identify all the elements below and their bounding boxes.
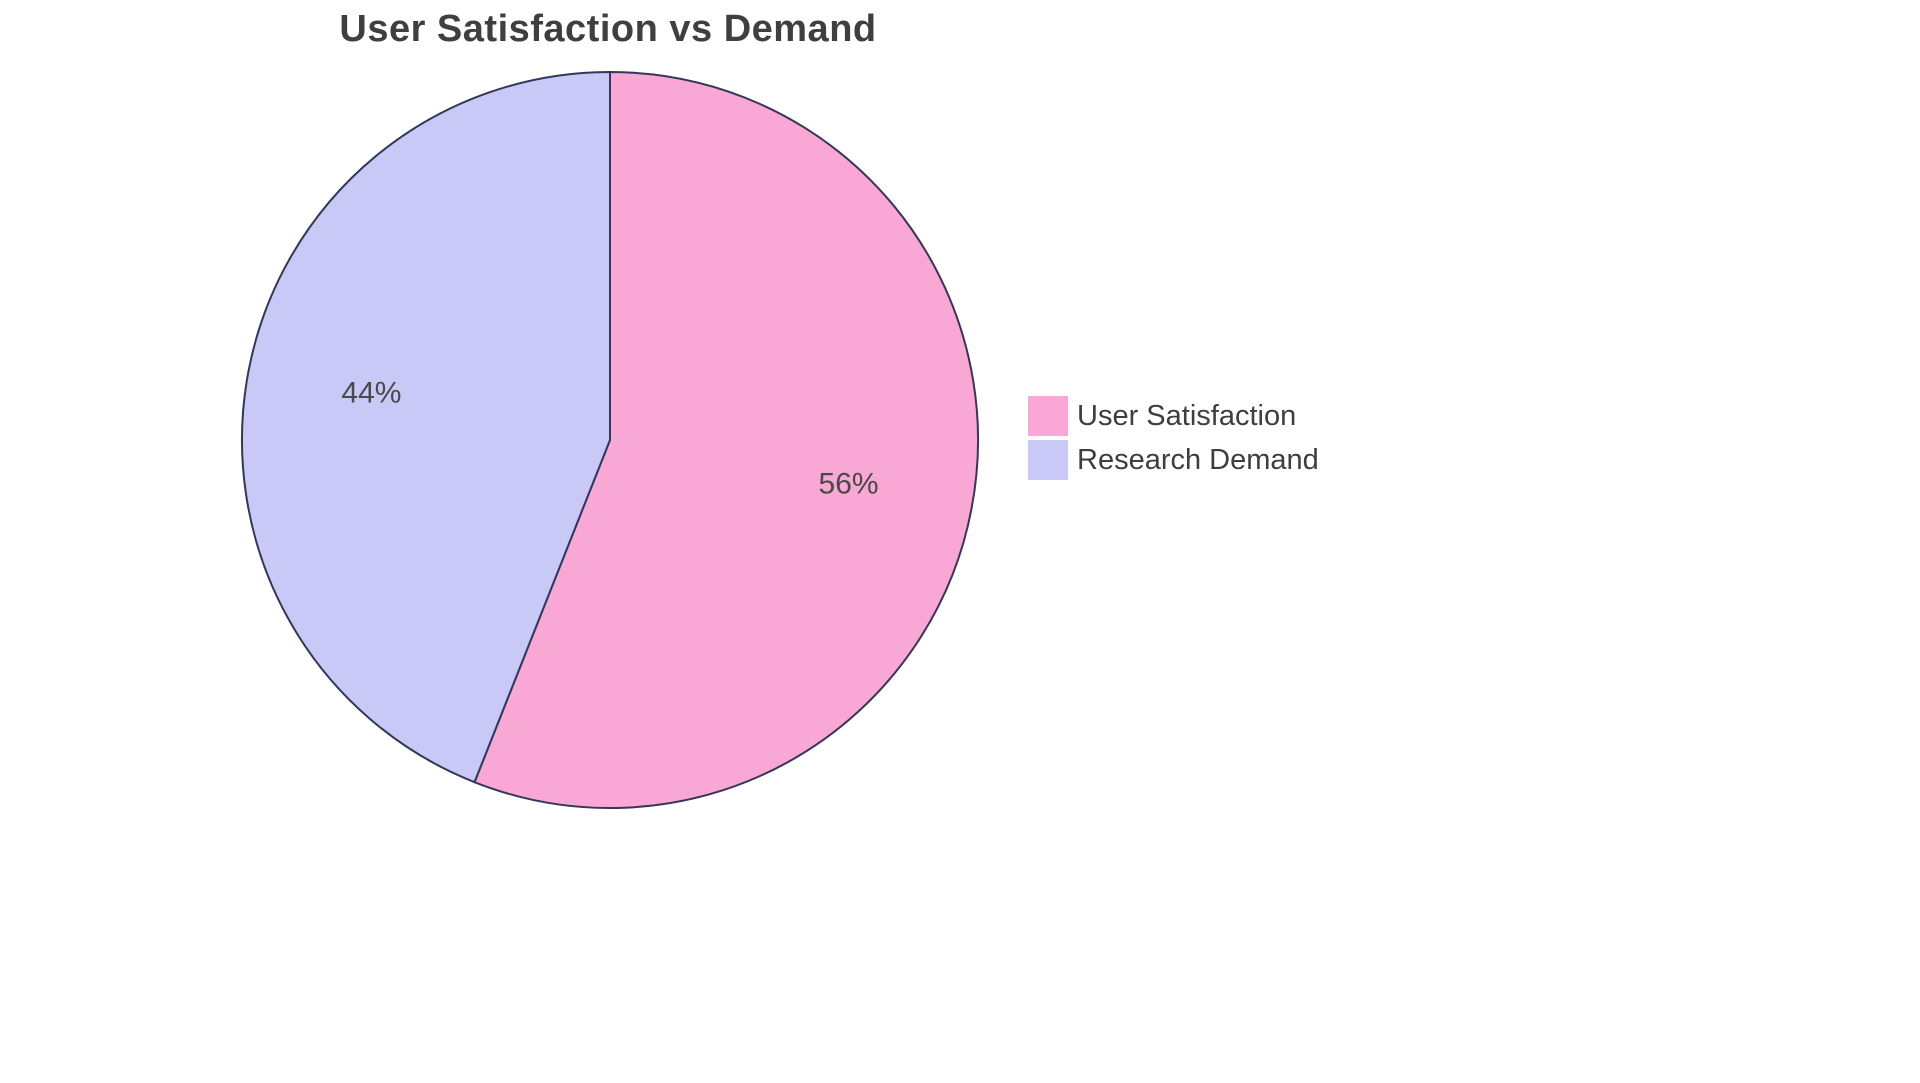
legend-item-research-demand: Research Demand xyxy=(1028,438,1319,482)
pie-slice-label-research-demand: 44% xyxy=(341,376,401,409)
legend-label-user-satisfaction: User Satisfaction xyxy=(1077,399,1297,432)
legend-swatch-user-satisfaction xyxy=(1028,396,1068,436)
pie-slice-user-satisfaction xyxy=(473,71,979,809)
pie-slice-label-user-satisfaction: 56% xyxy=(819,467,879,500)
legend-label-research-demand: Research Demand xyxy=(1077,443,1319,476)
legend: User Satisfaction Research Demand xyxy=(1028,394,1319,482)
legend-swatch-research-demand xyxy=(1028,440,1068,480)
pie-slice-research-demand xyxy=(241,71,611,784)
chart-title: User Satisfaction vs Demand xyxy=(339,8,877,50)
legend-item-user-satisfaction: User Satisfaction xyxy=(1028,394,1319,438)
